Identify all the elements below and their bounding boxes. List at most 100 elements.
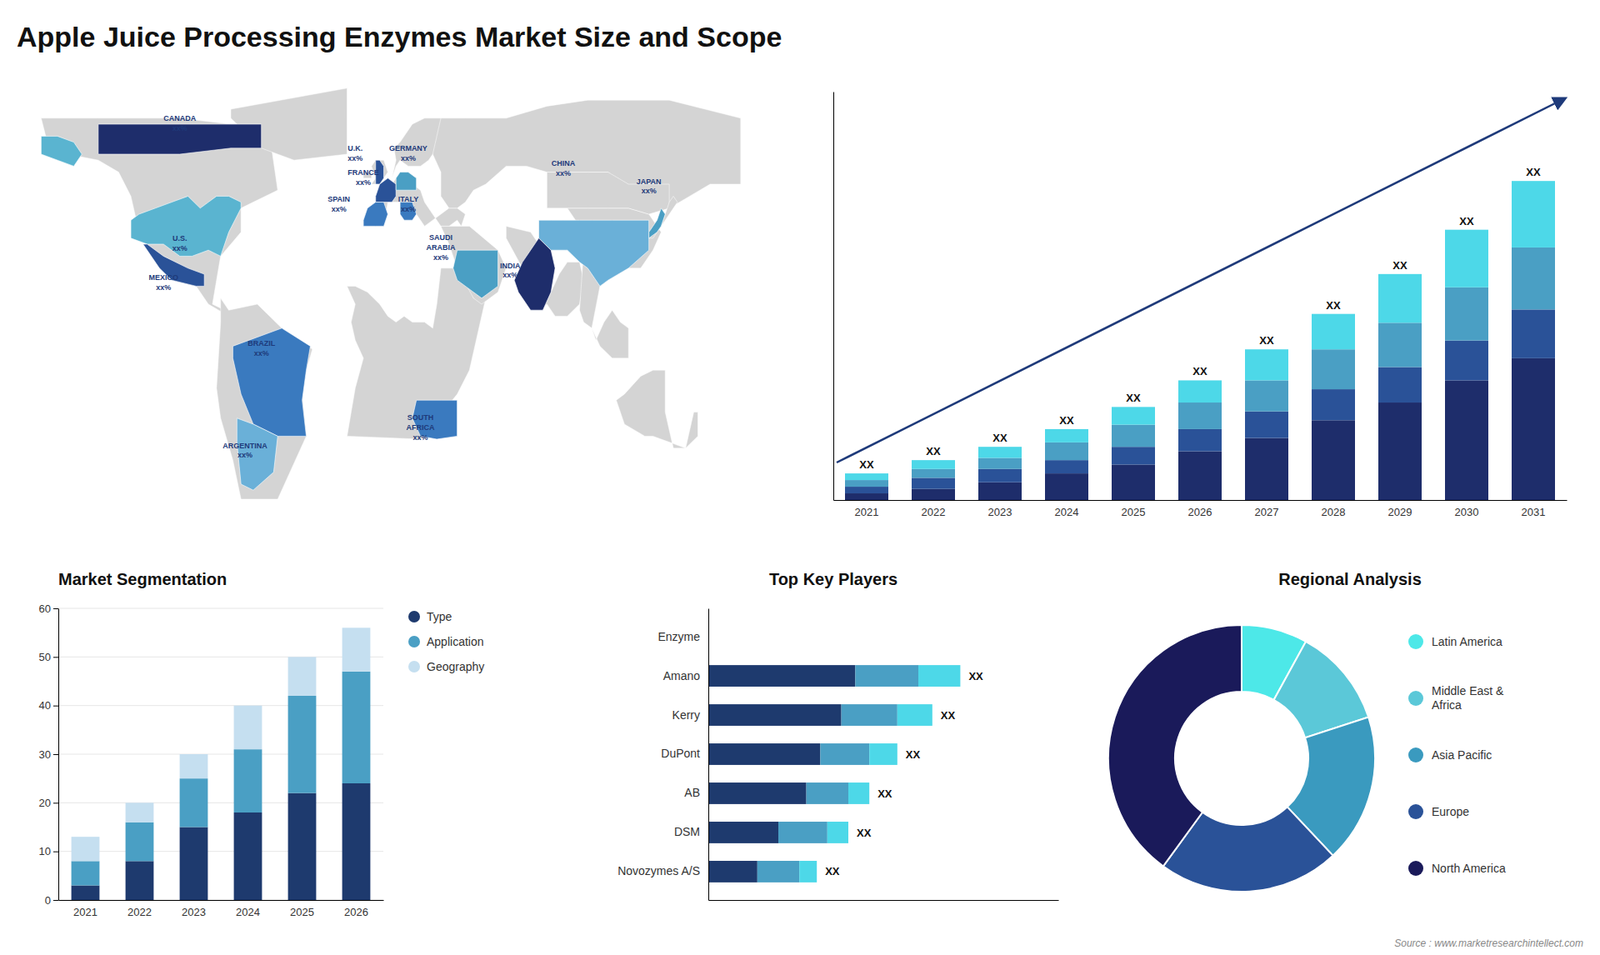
- label-line: Europe: [1431, 805, 1470, 819]
- tick: 2026: [344, 905, 369, 919]
- axis-line: [59, 900, 385, 901]
- grid-line: [58, 754, 384, 755]
- bar-segment: [342, 783, 371, 900]
- country-value-label: xx%: [331, 205, 347, 214]
- bar-segment: [1311, 349, 1355, 390]
- tick-label: Amano: [663, 669, 701, 683]
- country-shape: [236, 418, 278, 490]
- grid-line: [58, 850, 384, 852]
- bar-segment: [1378, 366, 1422, 403]
- y-axis: [833, 92, 835, 501]
- label-line: AFRICA: [406, 423, 435, 432]
- tick: 2029: [1388, 505, 1413, 519]
- tick-mark: [53, 705, 59, 707]
- country-shape: [143, 244, 205, 286]
- legend: TypeApplicationGeography: [408, 610, 485, 674]
- bar-annotation: XX: [992, 431, 1008, 445]
- tick: 50: [39, 650, 59, 664]
- legend: Latin AmericaMiddle East &AfricaAsia Pac…: [1408, 634, 1506, 876]
- legend-swatch: [1408, 747, 1424, 763]
- bar-segment: [978, 469, 1022, 483]
- bar-segment: [1511, 180, 1555, 248]
- tick: 30: [39, 748, 59, 761]
- label-line: Asia Pacific: [1431, 748, 1492, 762]
- bar-segment: [978, 446, 1022, 458]
- bar-annotations: XXXXXXXXXXXX: [825, 670, 984, 879]
- bar-segment: [845, 473, 889, 480]
- tick-label: 2031: [1521, 505, 1546, 519]
- chart-title: Market Segmentation: [58, 570, 227, 589]
- label-line: ARGENTINA: [222, 441, 268, 450]
- axis-line: [833, 92, 835, 501]
- x-axis: [709, 900, 1060, 901]
- country-shape: [453, 250, 499, 299]
- bar-segment: [841, 704, 898, 726]
- bar-segment: [1178, 429, 1222, 452]
- country-value-label: xx%: [502, 270, 518, 280]
- chart-title: Regional Analysis: [1278, 570, 1422, 589]
- bar-segment: [71, 860, 100, 885]
- country-value-label: xx%: [400, 205, 416, 214]
- tick-label: 2029: [1388, 505, 1413, 519]
- country-label: U.K.: [347, 144, 363, 153]
- land-shape: [649, 195, 678, 238]
- tick-label: 2024: [1055, 505, 1080, 519]
- bar-annotation: XX: [1525, 165, 1541, 179]
- tick-label: 2025: [290, 905, 315, 919]
- grid-line: [58, 802, 384, 804]
- tick-label: DuPont: [660, 746, 700, 760]
- figure-title: Apple Juice Processing Enzymes Market Si…: [16, 20, 782, 53]
- bar-segment: [1511, 358, 1555, 500]
- legend-item: Latin America: [1408, 634, 1503, 650]
- label-line: CHINA: [551, 159, 576, 168]
- label-line: INDIA: [500, 261, 521, 270]
- bar-segment: [288, 793, 317, 900]
- bar-segment: [1311, 389, 1355, 420]
- tick: DSM: [674, 825, 700, 839]
- legend-swatch: [1408, 860, 1424, 876]
- bar-segment: [869, 743, 898, 765]
- tick: 0: [45, 894, 59, 907]
- bar-annotation: XX: [1459, 215, 1475, 228]
- bar-annotation: XX: [925, 445, 941, 458]
- tick: 2022: [127, 905, 152, 919]
- bar-annotation: XX: [825, 865, 840, 878]
- tick: 2023: [988, 505, 1013, 519]
- country-value-label: xx%: [413, 433, 429, 442]
- chart-title: Top Key Players: [769, 570, 898, 589]
- bar-segment: [1045, 473, 1089, 500]
- tick: AB: [684, 785, 700, 800]
- donut-chart: Regional Analysis Latin America Middle Eas…: [1108, 570, 1506, 892]
- tick: 2025: [1121, 505, 1146, 519]
- tick-label: AB: [684, 785, 700, 800]
- country-value-label: xx%: [155, 283, 171, 292]
- bar-segment: [342, 671, 371, 784]
- bar-segment: [820, 743, 870, 765]
- country-value-label: xx%: [433, 253, 449, 262]
- tick-label: 2027: [1255, 505, 1280, 519]
- label-line: Latin America: [1431, 635, 1503, 649]
- country-value-label: xx%: [237, 450, 253, 460]
- tick: Enzyme: [657, 630, 700, 644]
- bar-annotation: XX: [1059, 414, 1075, 427]
- legend-label: Europe: [1431, 805, 1470, 819]
- source-note: Source : www.marketresearchintellect.com: [1394, 937, 1584, 950]
- tick: 40: [39, 699, 59, 712]
- chart-canvas: Apple Juice Processing Enzymes Market Si…: [0, 0, 1600, 955]
- bar-segment: [1378, 274, 1422, 323]
- tick-label: Kerry: [672, 708, 700, 722]
- country-labels: CANADAxx%U.S.xx%MEXICOxx%BRAZILxx%ARGENT…: [148, 114, 661, 460]
- country-value-label: xx%: [172, 244, 188, 253]
- hbar-chart: Top Key Players Enzyme Amano Kerry DuPont AB D…: [617, 570, 1059, 901]
- bar-segment: [1045, 442, 1089, 460]
- legend-swatch: [1408, 804, 1424, 820]
- legend-swatch: [1408, 634, 1424, 650]
- label-line: SOUTH: [407, 413, 435, 422]
- tick-mark: [53, 851, 59, 853]
- legend-label: Latin America: [1431, 635, 1503, 649]
- tick-mark: [53, 608, 59, 610]
- tick: 2024: [235, 905, 260, 919]
- label-line: Middle East &: [1431, 684, 1505, 698]
- donut-slice: [1108, 625, 1242, 866]
- tick: 2023: [181, 905, 206, 919]
